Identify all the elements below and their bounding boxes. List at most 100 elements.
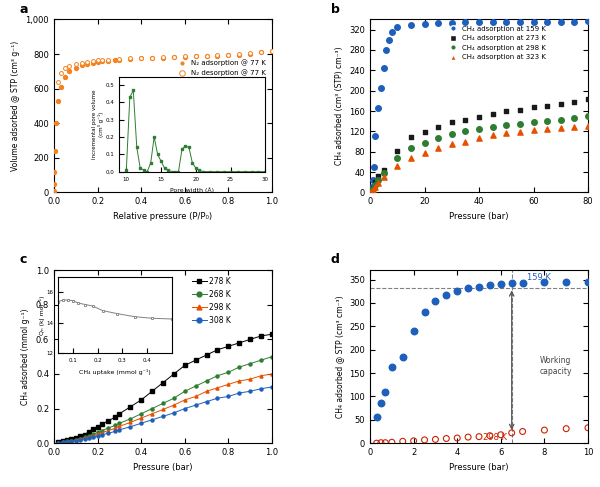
Point <box>488 110 497 117</box>
Point <box>583 279 593 286</box>
Text: a: a <box>19 2 28 16</box>
Text: 159 K: 159 K <box>527 273 551 281</box>
Point <box>488 123 497 131</box>
Point <box>367 187 376 195</box>
Point <box>373 172 383 180</box>
Y-axis label: CH₄ adsorbed @ STP (cm³ cm⁻³): CH₄ adsorbed @ STP (cm³ cm⁻³) <box>335 296 344 418</box>
Point <box>569 123 579 131</box>
Point <box>474 282 484 290</box>
Point <box>379 166 388 173</box>
Point <box>502 107 511 115</box>
Point <box>433 144 443 152</box>
Point <box>406 154 416 162</box>
Point <box>583 112 593 119</box>
Point <box>433 123 443 131</box>
Point <box>474 18 484 26</box>
Point <box>502 121 511 129</box>
Point <box>366 188 376 196</box>
Point <box>372 439 382 447</box>
Point <box>366 188 376 196</box>
Point <box>406 133 416 141</box>
Point <box>373 105 383 112</box>
Point <box>382 46 391 54</box>
Point <box>392 162 402 170</box>
Point <box>431 297 440 304</box>
X-axis label: Pressure (bar): Pressure (bar) <box>449 463 509 471</box>
Y-axis label: CH₄ adsorbed (cm³ (STP) cm⁻³): CH₄ adsorbed (cm³ (STP) cm⁻³) <box>335 47 344 165</box>
X-axis label: Pressure (bar): Pressure (bar) <box>133 463 193 471</box>
Point <box>461 138 470 146</box>
Legend: CH₄ adsorption at 159 K, CH₄ adsorption at 273 K, CH₄ adsorption at 298 K, CH₄ a: CH₄ adsorption at 159 K, CH₄ adsorption … <box>443 23 548 63</box>
Text: d: d <box>331 253 340 266</box>
Point <box>447 118 457 126</box>
Point <box>367 184 377 191</box>
Point <box>515 120 524 128</box>
Point <box>371 178 380 186</box>
Point <box>406 144 416 151</box>
Text: 298 K: 298 K <box>484 433 508 442</box>
Point <box>392 154 402 162</box>
Point <box>583 17 593 25</box>
Point <box>442 434 451 442</box>
Point <box>502 18 511 25</box>
Point <box>370 163 379 171</box>
Point <box>379 64 388 72</box>
Point <box>474 113 484 121</box>
Point <box>542 125 552 133</box>
Point <box>461 128 470 135</box>
Point <box>488 131 497 139</box>
Point <box>447 130 457 138</box>
Point <box>392 23 402 31</box>
Point <box>583 122 593 130</box>
Point <box>569 98 579 106</box>
Point <box>461 18 470 26</box>
Point <box>496 431 506 439</box>
Point <box>376 399 386 407</box>
Point <box>420 139 430 147</box>
Point <box>367 187 376 195</box>
Point <box>569 18 579 25</box>
Point <box>385 36 394 44</box>
Point <box>420 129 430 136</box>
Y-axis label: CH₄ adsorbed (mmol g⁻¹): CH₄ adsorbed (mmol g⁻¹) <box>22 308 31 405</box>
Point <box>368 176 377 184</box>
Point <box>371 184 380 191</box>
Point <box>409 327 418 335</box>
Point <box>431 435 440 443</box>
Point <box>380 439 390 447</box>
Point <box>409 437 418 445</box>
Point <box>367 188 376 196</box>
Y-axis label: Volume adsorbed @ STP (cm³ g⁻¹): Volume adsorbed @ STP (cm³ g⁻¹) <box>11 41 20 171</box>
Point <box>539 279 549 286</box>
Point <box>373 179 383 187</box>
Point <box>507 429 517 437</box>
Point <box>398 437 407 445</box>
Point <box>420 19 430 27</box>
Point <box>376 84 386 92</box>
Point <box>447 140 457 148</box>
Point <box>556 124 566 131</box>
Point <box>368 186 377 193</box>
Point <box>433 19 443 27</box>
Point <box>433 134 443 142</box>
Point <box>583 424 593 431</box>
Point <box>371 132 380 140</box>
Point <box>507 280 517 287</box>
Point <box>556 18 566 25</box>
Point <box>387 438 397 446</box>
Point <box>387 364 397 372</box>
Point <box>366 188 376 196</box>
Point <box>379 169 388 177</box>
Point <box>398 353 407 360</box>
Point <box>515 106 524 113</box>
Point <box>556 116 566 124</box>
Point <box>442 291 451 299</box>
Point <box>366 188 376 196</box>
Point <box>474 134 484 142</box>
Point <box>452 434 462 442</box>
Point <box>368 187 377 194</box>
Point <box>474 125 484 133</box>
Point <box>406 20 416 28</box>
Point <box>372 413 382 421</box>
Point <box>529 104 538 112</box>
